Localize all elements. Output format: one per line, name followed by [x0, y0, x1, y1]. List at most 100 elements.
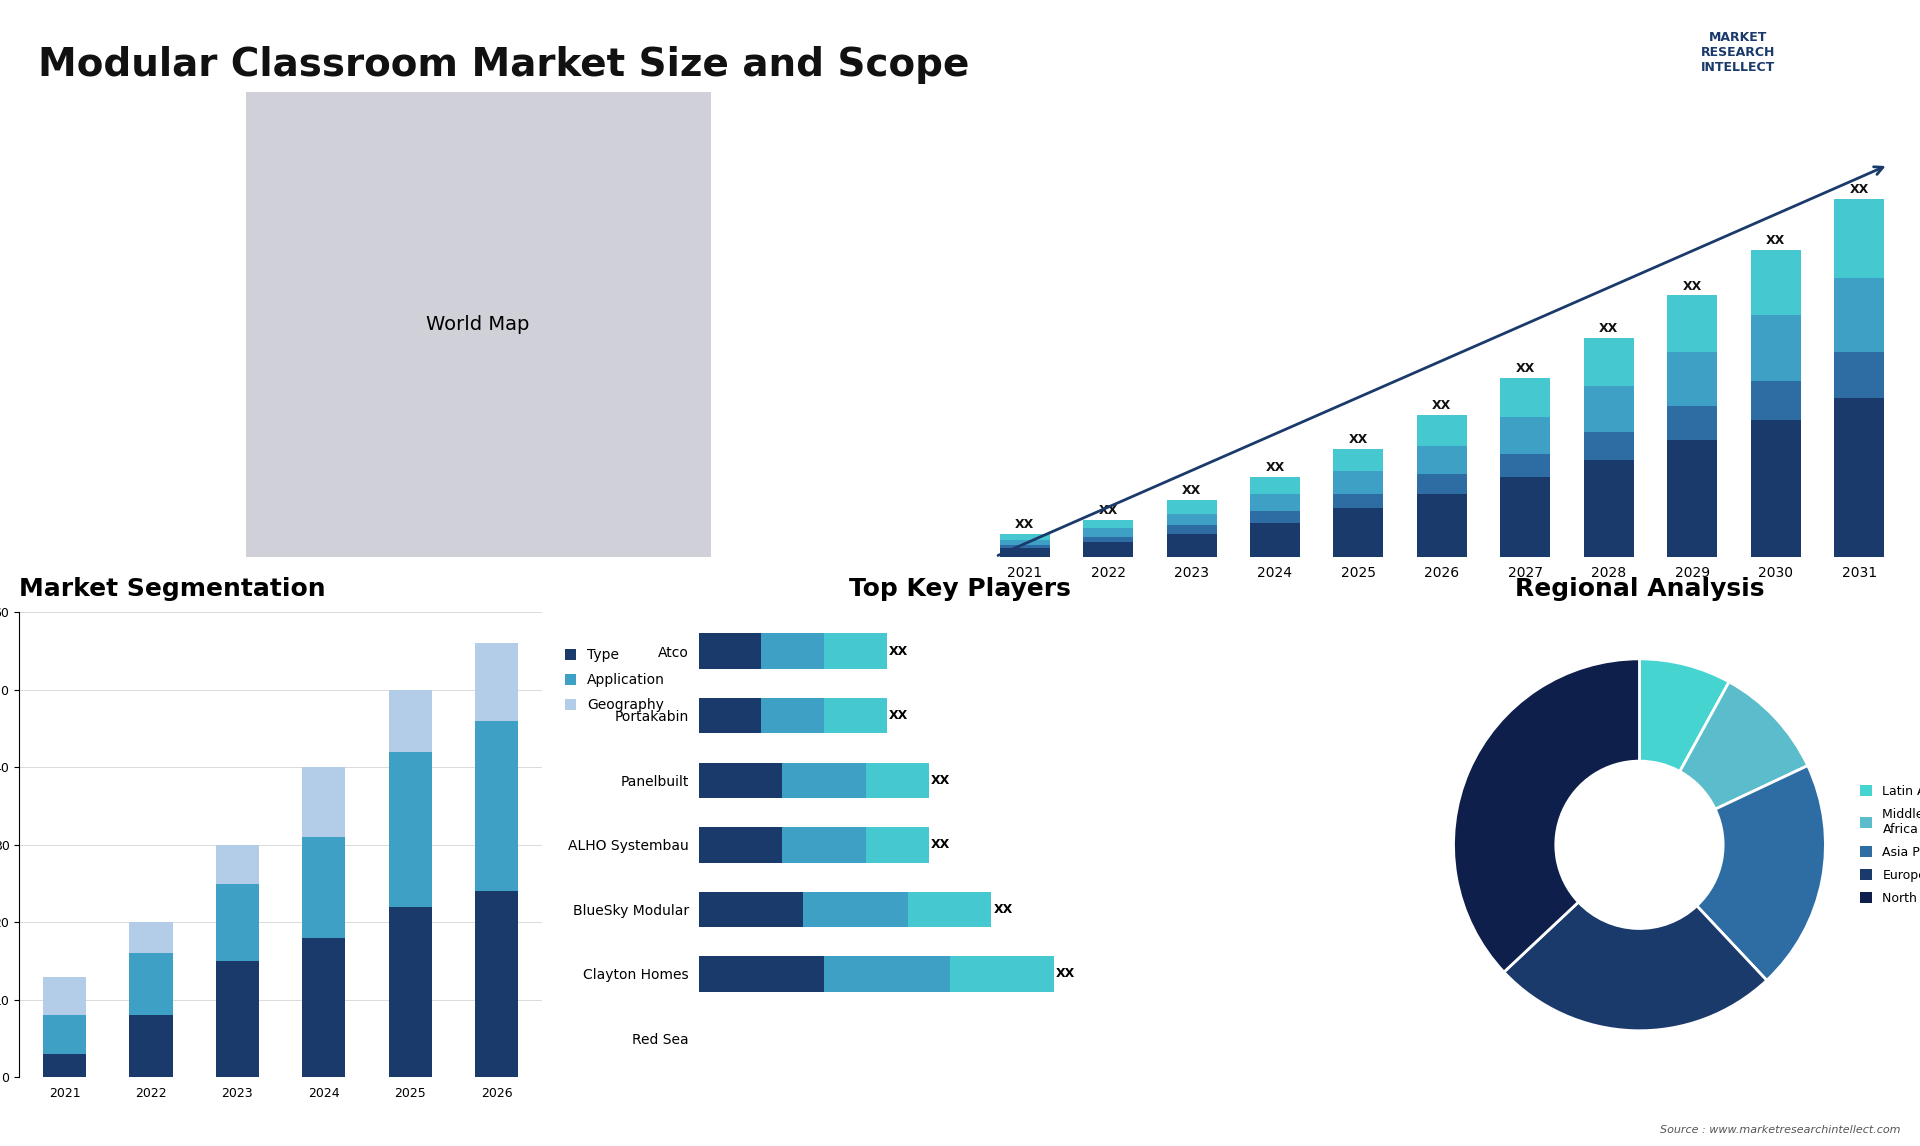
- Text: Source : www.marketresearchintellect.com: Source : www.marketresearchintellect.com: [1661, 1124, 1901, 1135]
- Bar: [1000, 534, 1050, 540]
- Bar: [42, 1054, 86, 1077]
- Bar: [1751, 421, 1801, 557]
- Text: XX: XX: [1766, 234, 1786, 248]
- Bar: [1417, 494, 1467, 557]
- Bar: [803, 892, 908, 927]
- Bar: [1417, 474, 1467, 494]
- Text: XX: XX: [1183, 484, 1202, 497]
- Bar: [215, 884, 259, 961]
- Bar: [1083, 528, 1133, 536]
- Bar: [1667, 406, 1716, 440]
- Bar: [1584, 460, 1634, 557]
- Title: Top Key Players: Top Key Players: [849, 576, 1071, 601]
- Text: XX: XX: [1265, 461, 1284, 474]
- Bar: [1667, 440, 1716, 557]
- Bar: [1000, 545, 1050, 548]
- Bar: [42, 1015, 86, 1054]
- Text: XX: XX: [1515, 362, 1534, 375]
- Bar: [1083, 542, 1133, 557]
- Bar: [1332, 494, 1384, 509]
- Title: Regional Analysis: Regional Analysis: [1515, 576, 1764, 601]
- Bar: [215, 961, 259, 1077]
- Bar: [1250, 477, 1300, 494]
- Wedge shape: [1640, 659, 1730, 771]
- Bar: [1500, 417, 1549, 455]
- Bar: [129, 953, 173, 1015]
- Text: XX: XX: [889, 709, 908, 722]
- Bar: [1000, 548, 1050, 557]
- Bar: [1667, 296, 1716, 352]
- Bar: [1167, 500, 1217, 515]
- Bar: [699, 698, 762, 733]
- Bar: [1584, 432, 1634, 460]
- Text: MARKET
RESEARCH
INTELLECT: MARKET RESEARCH INTELLECT: [1701, 31, 1774, 74]
- Text: XX: XX: [1016, 518, 1035, 531]
- Bar: [824, 956, 950, 991]
- Bar: [1500, 455, 1549, 477]
- Bar: [474, 643, 518, 721]
- Legend: Type, Application, Geography: Type, Application, Geography: [559, 643, 670, 717]
- Bar: [42, 976, 86, 1015]
- Bar: [1834, 352, 1884, 398]
- Bar: [301, 768, 346, 837]
- Bar: [1083, 519, 1133, 528]
- Wedge shape: [1453, 659, 1640, 972]
- Bar: [699, 762, 781, 798]
- Bar: [1000, 540, 1050, 545]
- Bar: [1417, 446, 1467, 474]
- Legend: Latin America, Middle East &
Africa, Asia Pacific, Europe, North America: Latin America, Middle East & Africa, Asi…: [1855, 779, 1920, 910]
- Bar: [301, 837, 346, 937]
- Bar: [699, 634, 762, 669]
- Bar: [388, 690, 432, 752]
- Bar: [762, 698, 824, 733]
- Bar: [129, 923, 173, 953]
- Bar: [1751, 250, 1801, 315]
- Wedge shape: [1697, 766, 1826, 980]
- Bar: [1083, 536, 1133, 542]
- Bar: [1167, 534, 1217, 557]
- Bar: [474, 721, 518, 892]
- Text: XX: XX: [1098, 504, 1117, 517]
- Bar: [866, 762, 929, 798]
- Bar: [824, 634, 887, 669]
- Bar: [1250, 523, 1300, 557]
- Bar: [762, 634, 824, 669]
- Bar: [908, 892, 991, 927]
- Bar: [1500, 378, 1549, 417]
- Bar: [1667, 352, 1716, 406]
- Text: XX: XX: [1682, 280, 1701, 292]
- Bar: [1834, 398, 1884, 557]
- Bar: [950, 956, 1054, 991]
- Bar: [1834, 199, 1884, 278]
- Bar: [781, 827, 866, 863]
- Bar: [1417, 415, 1467, 446]
- Text: XX: XX: [931, 838, 950, 851]
- Bar: [1332, 449, 1384, 471]
- Bar: [699, 956, 824, 991]
- Bar: [129, 1015, 173, 1077]
- Text: XX: XX: [1432, 399, 1452, 411]
- Bar: [388, 752, 432, 906]
- Bar: [301, 937, 346, 1077]
- Wedge shape: [1680, 682, 1809, 809]
- Wedge shape: [1503, 902, 1766, 1030]
- Bar: [699, 827, 781, 863]
- Text: Modular Classroom Market Size and Scope: Modular Classroom Market Size and Scope: [38, 46, 970, 84]
- Text: XX: XX: [931, 774, 950, 787]
- Bar: [1250, 511, 1300, 523]
- Text: Market Segmentation: Market Segmentation: [19, 576, 326, 601]
- Bar: [1751, 380, 1801, 421]
- Bar: [1250, 494, 1300, 511]
- Text: XX: XX: [1849, 183, 1868, 196]
- Bar: [1751, 315, 1801, 380]
- Text: XX: XX: [993, 903, 1012, 916]
- Bar: [1584, 386, 1634, 432]
- Bar: [1834, 278, 1884, 352]
- Bar: [699, 892, 803, 927]
- Bar: [866, 827, 929, 863]
- Text: XX: XX: [889, 645, 908, 658]
- Bar: [474, 892, 518, 1077]
- Text: XX: XX: [1056, 967, 1075, 980]
- Bar: [1332, 471, 1384, 494]
- Text: XX: XX: [1350, 433, 1369, 446]
